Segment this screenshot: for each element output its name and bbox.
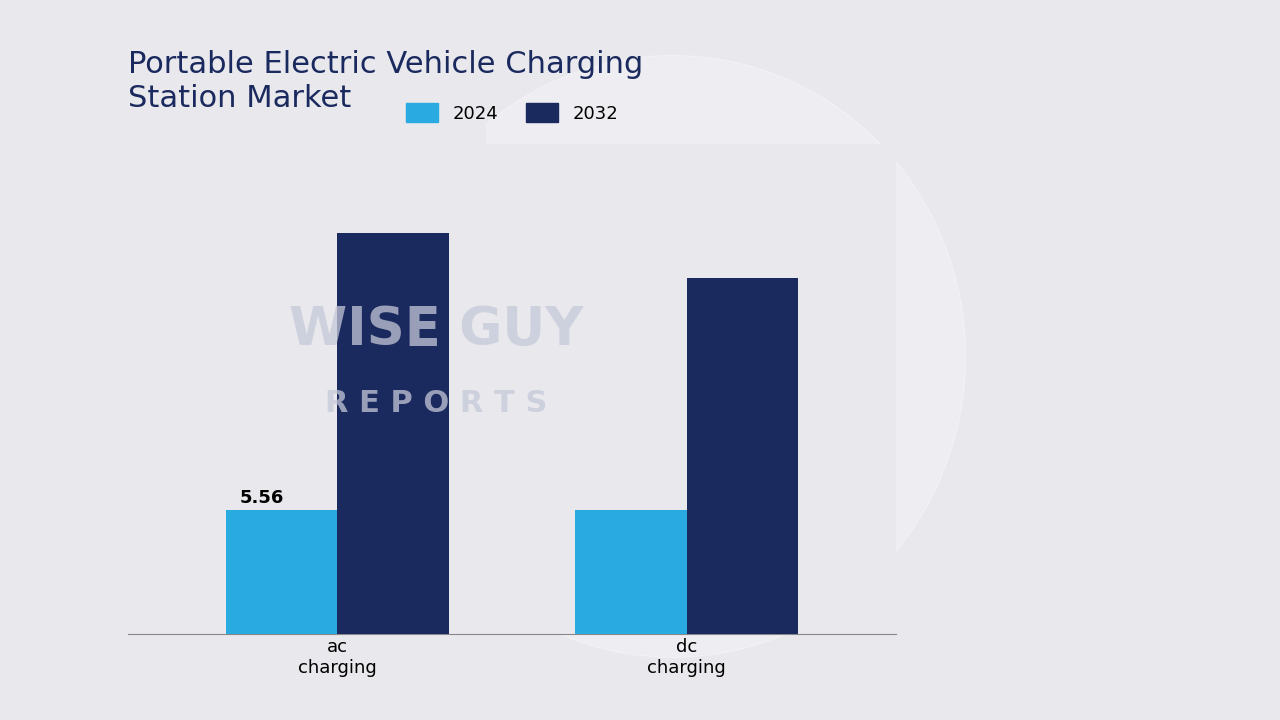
Bar	[575, 510, 686, 634]
Bar	[338, 233, 449, 634]
Circle shape	[380, 55, 965, 657]
Text: Portable Electric Vehicle Charging
Station Market: Portable Electric Vehicle Charging Stati…	[128, 50, 644, 113]
Text: 5.56: 5.56	[239, 489, 284, 507]
Bar	[686, 277, 799, 634]
Legend: 2024, 2032: 2024, 2032	[397, 94, 627, 132]
Bar	[225, 510, 338, 634]
Text: R E P O R T S: R E P O R T S	[325, 389, 547, 418]
Text: WISE GUY: WISE GUY	[288, 304, 582, 356]
